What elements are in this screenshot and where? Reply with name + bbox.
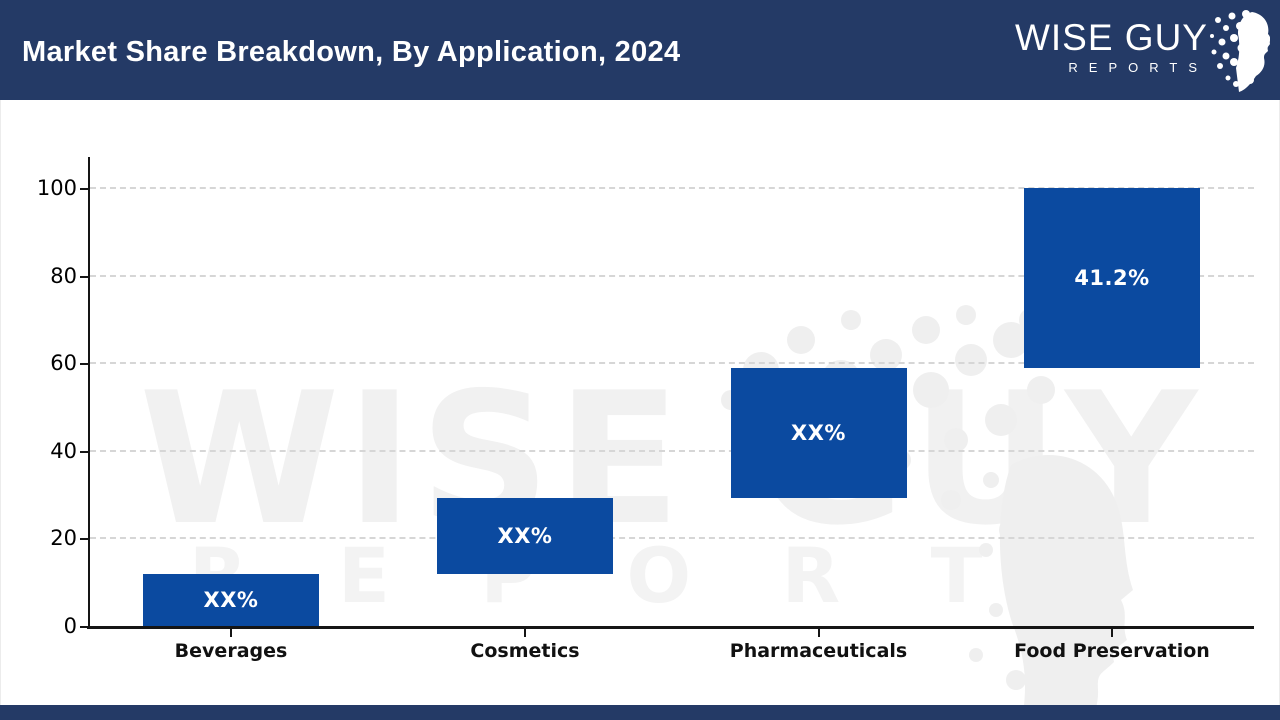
bar-value-label: XX% — [497, 524, 553, 549]
gridline-80 — [90, 274, 1254, 277]
brand-name: WISE GUY — [1014, 17, 1208, 58]
gridline-100 — [90, 187, 1254, 189]
y-axis-line — [88, 157, 90, 628]
y-tick-40 — [80, 450, 88, 453]
bar-cosmetics: XX% — [437, 498, 613, 575]
page-title: Market Share Breakdown, By Application, … — [22, 36, 681, 68]
header-bar: Market Share Breakdown, By Application, … — [0, 0, 1280, 100]
x-tick-2 — [817, 629, 820, 637]
y-tick-label-40: 40 — [50, 438, 77, 463]
y-tick-label-100: 100 — [36, 176, 77, 201]
gridline-40 — [90, 449, 1254, 452]
x-tick-3 — [1111, 629, 1113, 637]
bar-food-preservation: 41.2% — [1024, 188, 1200, 369]
gridline-20 — [90, 537, 1254, 540]
x-tick-label-cosmetics: Cosmetics — [470, 640, 580, 662]
y-tick-100 — [80, 188, 88, 190]
gridline-60 — [90, 362, 1254, 365]
brand-text: WISE GUY REPORTS — [1014, 17, 1208, 76]
y-tick-0 — [80, 626, 88, 628]
brand-logo: WISE GUY REPORTS — [1002, 4, 1270, 96]
bar-value-label: 41.2% — [1074, 266, 1150, 291]
x-tick-0 — [230, 629, 232, 637]
brand-tagline: REPORTS — [1068, 60, 1208, 75]
bar-pharmaceuticals: XX% — [730, 368, 907, 499]
y-tick-60 — [80, 363, 88, 366]
y-tick-80 — [80, 275, 88, 278]
watermark-subtext: R E P O R T S — [189, 531, 1160, 620]
x-tick-label-beverages: Beverages — [174, 640, 288, 662]
y-tick-label-0: 0 — [63, 614, 77, 639]
bar-value-label: XX% — [203, 588, 259, 613]
footer-bar — [0, 705, 1280, 720]
brand-face-icon — [1210, 10, 1270, 92]
y-tick-label-20: 20 — [50, 526, 77, 551]
chart-plot-area: WISE GUY R E P O R T S 0 20 40 60 80 100 Bever… — [0, 100, 1280, 720]
y-tick-20 — [80, 538, 88, 541]
plot-layer: 0 20 40 60 80 100 Beverages Cosmetics Pharmaceut… — [1, 100, 1279, 705]
x-tick-label-pharmaceuticals: Pharmaceuticals — [729, 640, 908, 662]
x-axis-line — [87, 626, 1254, 629]
x-tick-1 — [524, 629, 526, 637]
y-tick-label-80: 80 — [50, 263, 77, 288]
bar-value-label: XX% — [791, 421, 846, 446]
x-tick-label-food-preservation: Food Preservation — [1014, 640, 1210, 662]
bar-beverages: XX% — [143, 574, 319, 626]
y-tick-label-60: 60 — [50, 351, 77, 376]
